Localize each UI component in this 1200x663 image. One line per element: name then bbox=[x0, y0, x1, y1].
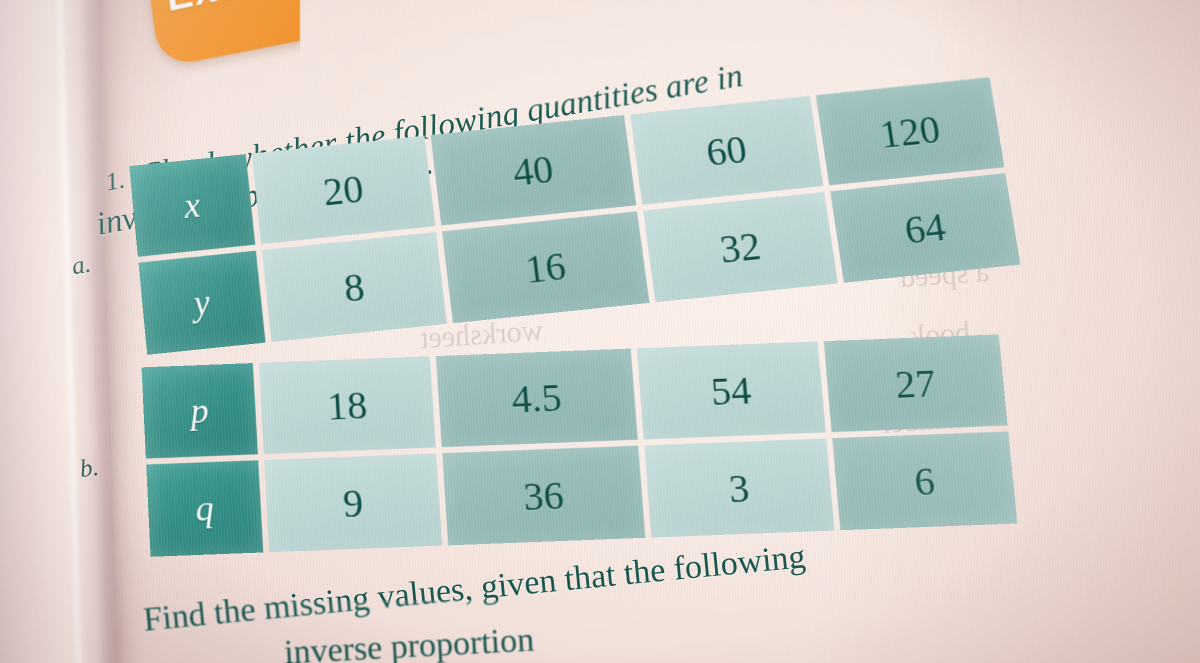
table-b-row-header-p: p bbox=[141, 363, 258, 459]
exercise-tab: Exer bbox=[139, 0, 300, 69]
cell-value: 120 bbox=[876, 106, 943, 157]
header-label-p: p bbox=[189, 390, 210, 431]
table-a-cell: 120 bbox=[815, 77, 1005, 186]
table-a-row-header-x: x bbox=[129, 154, 256, 257]
table-b-cell: 4.5 bbox=[435, 348, 638, 448]
table-b-cell: 9 bbox=[264, 453, 443, 553]
cell-value: 54 bbox=[709, 367, 753, 414]
cell-value: 64 bbox=[901, 203, 949, 253]
cell-value: 60 bbox=[703, 125, 750, 175]
cell-value: 3 bbox=[727, 464, 751, 511]
cell-value: 40 bbox=[510, 145, 556, 195]
header-label-y: y bbox=[191, 281, 212, 324]
table-b-cell: 6 bbox=[832, 431, 1018, 531]
table-b-cell: 3 bbox=[644, 438, 835, 538]
cell-value: 8 bbox=[341, 263, 367, 311]
cell-value: 36 bbox=[521, 472, 566, 519]
table-b-cell: 18 bbox=[258, 356, 436, 455]
table-b-cell: 36 bbox=[442, 445, 646, 546]
cell-value: 27 bbox=[893, 360, 938, 407]
cell-value: 18 bbox=[325, 382, 369, 429]
table-b-row-header-q: q bbox=[146, 460, 264, 557]
cell-value: 16 bbox=[522, 242, 569, 292]
cell-value: 32 bbox=[716, 222, 764, 272]
table-b-cell: 54 bbox=[636, 341, 826, 440]
table-b: p 18 4.5 54 27 q 9 36 3 6 bbox=[141, 334, 1018, 557]
header-label-q: q bbox=[194, 488, 215, 529]
cell-value: 6 bbox=[912, 457, 937, 504]
cell-value: 20 bbox=[320, 165, 366, 214]
cell-value: 9 bbox=[341, 479, 365, 526]
table-a-cell: 32 bbox=[643, 191, 838, 303]
table-b-cell: 27 bbox=[823, 334, 1008, 433]
exercise-tab-clip: Exer bbox=[70, 0, 300, 105]
header-label-x: x bbox=[182, 184, 202, 226]
table-a-row-header-y: y bbox=[138, 250, 266, 355]
exercise-tab-label: Exer bbox=[163, 0, 259, 21]
table-a-cell: 20 bbox=[251, 135, 436, 245]
table-a-cell: 60 bbox=[630, 95, 824, 205]
cell-value: 4.5 bbox=[510, 374, 564, 422]
part-label-b: b. bbox=[78, 453, 101, 484]
table-a-cell: 40 bbox=[430, 115, 637, 226]
table-a-cell: 64 bbox=[830, 173, 1021, 283]
table-a-cell: 8 bbox=[261, 232, 447, 342]
